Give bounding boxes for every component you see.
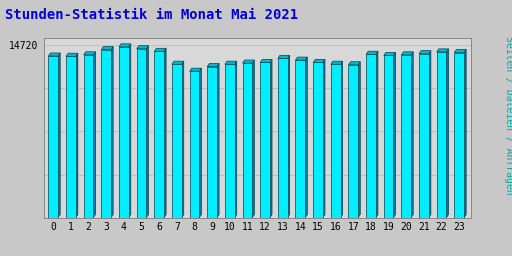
Polygon shape bbox=[172, 61, 184, 64]
Polygon shape bbox=[260, 59, 272, 62]
Polygon shape bbox=[401, 55, 411, 218]
Polygon shape bbox=[189, 71, 199, 218]
Polygon shape bbox=[146, 46, 148, 218]
Polygon shape bbox=[331, 64, 340, 218]
Polygon shape bbox=[48, 53, 60, 56]
Text: Seiten / Dateien / Anfragen: Seiten / Dateien / Anfragen bbox=[504, 36, 512, 195]
Polygon shape bbox=[58, 53, 60, 218]
Polygon shape bbox=[154, 51, 164, 218]
Polygon shape bbox=[454, 52, 464, 218]
Polygon shape bbox=[225, 61, 237, 64]
Polygon shape bbox=[401, 52, 413, 55]
Polygon shape bbox=[199, 68, 201, 218]
Polygon shape bbox=[366, 51, 378, 54]
Polygon shape bbox=[446, 49, 449, 218]
Polygon shape bbox=[172, 64, 182, 218]
Polygon shape bbox=[189, 68, 201, 71]
Polygon shape bbox=[66, 56, 76, 218]
Polygon shape bbox=[252, 60, 254, 218]
Polygon shape bbox=[243, 63, 252, 218]
Polygon shape bbox=[288, 55, 290, 218]
Polygon shape bbox=[101, 50, 111, 218]
Polygon shape bbox=[278, 55, 290, 58]
Polygon shape bbox=[437, 49, 449, 52]
Polygon shape bbox=[419, 54, 429, 218]
Polygon shape bbox=[313, 59, 325, 62]
Polygon shape bbox=[137, 49, 146, 218]
Polygon shape bbox=[83, 55, 93, 218]
Polygon shape bbox=[234, 61, 237, 218]
Polygon shape bbox=[207, 63, 219, 67]
Text: Stunden-Statistik im Monat Mai 2021: Stunden-Statistik im Monat Mai 2021 bbox=[5, 8, 298, 22]
Polygon shape bbox=[182, 61, 184, 218]
Polygon shape bbox=[464, 49, 466, 218]
Polygon shape bbox=[419, 51, 431, 54]
Polygon shape bbox=[295, 57, 307, 60]
Polygon shape bbox=[340, 61, 343, 218]
Polygon shape bbox=[323, 59, 325, 218]
Polygon shape bbox=[66, 53, 78, 56]
Polygon shape bbox=[454, 49, 466, 52]
Polygon shape bbox=[349, 65, 358, 218]
Polygon shape bbox=[83, 52, 96, 55]
Polygon shape bbox=[225, 64, 234, 218]
Polygon shape bbox=[384, 52, 396, 56]
Polygon shape bbox=[164, 48, 166, 218]
Polygon shape bbox=[295, 60, 305, 218]
Polygon shape bbox=[313, 62, 323, 218]
Polygon shape bbox=[437, 52, 446, 218]
Polygon shape bbox=[154, 48, 166, 51]
Polygon shape bbox=[119, 44, 131, 47]
Polygon shape bbox=[305, 57, 307, 218]
Polygon shape bbox=[260, 62, 270, 218]
Polygon shape bbox=[76, 53, 78, 218]
Polygon shape bbox=[207, 67, 217, 218]
Polygon shape bbox=[119, 47, 129, 218]
Polygon shape bbox=[331, 61, 343, 64]
Polygon shape bbox=[349, 62, 360, 65]
Polygon shape bbox=[384, 56, 393, 218]
Polygon shape bbox=[93, 52, 96, 218]
Polygon shape bbox=[366, 54, 376, 218]
Polygon shape bbox=[217, 63, 219, 218]
Polygon shape bbox=[48, 56, 58, 218]
Polygon shape bbox=[358, 62, 360, 218]
Polygon shape bbox=[137, 46, 148, 49]
Polygon shape bbox=[111, 47, 113, 218]
Polygon shape bbox=[243, 60, 254, 63]
Polygon shape bbox=[411, 52, 413, 218]
Polygon shape bbox=[101, 47, 113, 50]
Polygon shape bbox=[429, 51, 431, 218]
Polygon shape bbox=[278, 58, 288, 218]
Polygon shape bbox=[393, 52, 396, 218]
Polygon shape bbox=[270, 59, 272, 218]
Polygon shape bbox=[129, 44, 131, 218]
Polygon shape bbox=[376, 51, 378, 218]
